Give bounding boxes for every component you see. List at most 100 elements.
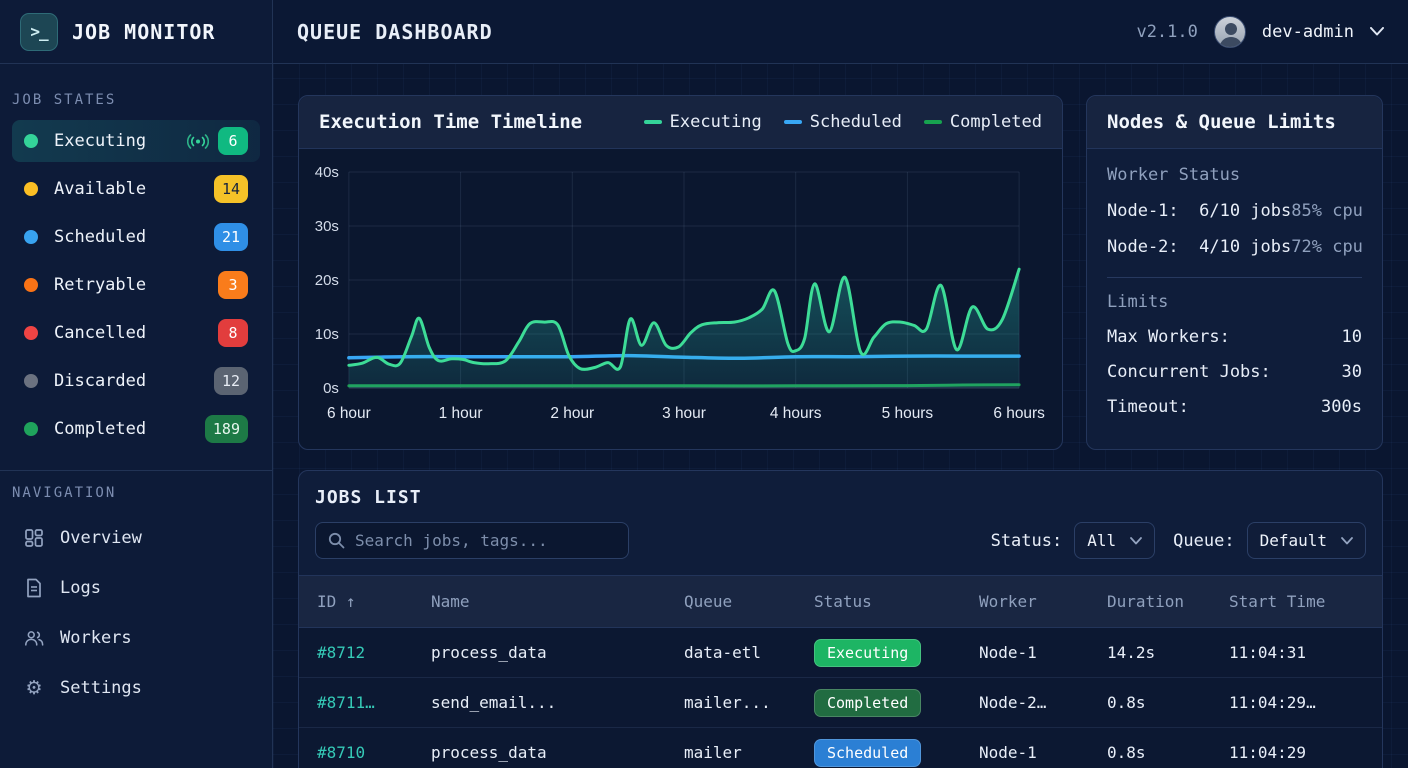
state-count-badge: 21 <box>213 223 248 251</box>
logs-file-icon <box>24 578 44 598</box>
svg-text:4 hours: 4 hours <box>770 405 822 422</box>
sidebar-header: >_ JOB MONITOR <box>0 0 272 64</box>
app-title: JOB MONITOR <box>72 19 216 44</box>
node-2-name: Node-2: <box>1107 237 1179 257</box>
queue-filter-select[interactable]: Default <box>1246 522 1366 559</box>
queue-filter-group: Queue: Default <box>1173 522 1366 559</box>
jobs-card: JOBS LIST Status: All <box>298 470 1383 768</box>
nav-label: Logs <box>60 578 101 598</box>
state-dot <box>24 326 38 340</box>
node-1-jobs: 6/10 jobs <box>1199 201 1292 221</box>
page-title: QUEUE DASHBOARD <box>297 19 493 44</box>
sidebar-item-workers[interactable]: Workers <box>12 613 260 663</box>
sidebar-state-available[interactable]: Available 14 <box>12 168 260 210</box>
job-start-time: 11:04:29… <box>1229 693 1316 712</box>
table-row[interactable]: #8711… send_email... mailer... Completed Nod… <box>299 678 1382 728</box>
limit-max-workers: Max Workers: 10 <box>1107 327 1362 347</box>
limit-value: 300s <box>1321 397 1362 417</box>
job-id-link[interactable]: #8712 <box>317 643 366 662</box>
worker-status-heading: Worker Status <box>1107 165 1241 185</box>
legend-swatch <box>783 120 802 124</box>
job-start-time: 11:04:31 <box>1229 643 1307 662</box>
navigation-heading: NAVIGATION <box>12 485 117 501</box>
navigation-list: Overview Logs Workers ⚙ Settings <box>0 513 272 713</box>
status-filter-select[interactable]: All <box>1074 522 1156 559</box>
state-dot <box>24 422 38 436</box>
live-broadcast-icon <box>187 133 209 149</box>
job-worker: Node-1 <box>979 643 1037 662</box>
job-name: send_email... <box>431 693 557 712</box>
person-silhouette-icon <box>1219 22 1243 47</box>
legend-item-scheduled: Scheduled <box>783 112 902 132</box>
timeline-card-title: Execution Time Timeline <box>319 111 583 133</box>
svg-text:10s: 10s <box>315 326 339 343</box>
chevron-down-icon <box>1341 536 1353 544</box>
job-id-link[interactable]: #8710 <box>317 743 366 762</box>
svg-text:1 hour: 1 hour <box>439 405 483 422</box>
search-box[interactable] <box>315 522 629 559</box>
sidebar-state-scheduled[interactable]: Scheduled 21 <box>12 216 260 258</box>
limit-value: 10 <box>1341 327 1362 347</box>
sidebar-item-overview[interactable]: Overview <box>12 513 260 563</box>
job-states-list: Executing 6 Available 14 Scheduled 21 Retryabl… <box>0 120 272 456</box>
job-queue: data-etl <box>684 643 762 662</box>
nav-label: Overview <box>60 528 142 548</box>
workers-people-icon <box>24 628 44 648</box>
svg-text:0s: 0s <box>323 380 339 397</box>
state-label: Completed <box>54 419 147 439</box>
status-filter-group: Status: All <box>991 522 1156 559</box>
sidebar-state-completed[interactable]: Completed 189 <box>12 408 260 450</box>
sidebar-state-discarded[interactable]: Discarded 12 <box>12 360 260 402</box>
job-duration: 0.8s <box>1107 743 1146 762</box>
job-id-link[interactable]: #8711… <box>317 693 375 712</box>
limits-heading: Limits <box>1107 292 1169 312</box>
legend-item-completed: Completed <box>923 112 1042 132</box>
top-header: QUEUE DASHBOARD v2.1.0 dev-admin <box>273 0 1408 64</box>
state-label: Scheduled <box>54 227 147 247</box>
node-2-cpu: 72% cpu <box>1291 237 1363 257</box>
settings-gear-icon: ⚙ <box>25 676 43 699</box>
node-1-cpu: 85% cpu <box>1291 201 1363 221</box>
svg-text:30s: 30s <box>315 218 339 235</box>
state-label: Discarded <box>54 371 147 391</box>
svg-text:2 hour: 2 hour <box>550 405 594 422</box>
sidebar-state-cancelled[interactable]: Cancelled 8 <box>12 312 260 354</box>
legend-swatch <box>643 120 662 124</box>
job-name: process_data <box>431 643 547 662</box>
sidebar-state-retryable[interactable]: Retryable 3 <box>12 264 260 306</box>
legend-item-executing: Executing <box>643 112 762 132</box>
state-count-badge: 8 <box>218 319 248 347</box>
sidebar-item-settings[interactable]: ⚙ Settings <box>12 663 260 713</box>
column-header-status: Status <box>814 592 872 611</box>
limit-value: 30 <box>1341 362 1362 382</box>
state-dot <box>24 374 38 388</box>
column-header-id--[interactable]: ID ↑ <box>317 592 356 611</box>
limit-label: Timeout: <box>1107 397 1189 417</box>
sidebar-state-executing[interactable]: Executing 6 <box>12 120 260 162</box>
job-states-heading: JOB STATES <box>12 92 117 108</box>
timeline-chart: 0s 10s 20s 30s 40s 6 hour 1 hour 2 hour 3 hour 4 … <box>299 149 1062 449</box>
search-input[interactable] <box>355 531 616 550</box>
state-count-badge: 12 <box>213 367 248 395</box>
table-row[interactable]: #8710 process_data mailer Scheduled Node-1 0.… <box>299 728 1382 768</box>
job-duration: 0.8s <box>1107 693 1146 712</box>
queue-filter-value: Default <box>1259 531 1327 550</box>
content: Execution Time Timeline Executing Schedul… <box>273 64 1408 768</box>
table-row[interactable]: #8712 process_data data-etl Executing Node-1… <box>299 628 1382 678</box>
nav-label: Settings <box>60 678 142 698</box>
avatar[interactable] <box>1213 15 1246 48</box>
chevron-down-icon[interactable] <box>1370 27 1384 36</box>
column-header-duration: Duration <box>1107 592 1185 611</box>
chart-legend: Executing Scheduled Completed <box>643 112 1042 132</box>
nodes-card-title: Nodes & Queue Limits <box>1107 111 1336 133</box>
legend-label: Executing <box>669 112 762 132</box>
node-1-status: Node-1: 6/10 jobs 85% cpu <box>1107 201 1363 221</box>
sidebar-item-logs[interactable]: Logs <box>12 563 260 613</box>
username[interactable]: dev-admin <box>1261 21 1354 42</box>
limit-label: Max Workers: <box>1107 327 1230 347</box>
nav-label: Workers <box>60 628 132 648</box>
sidebar-divider <box>0 470 272 471</box>
status-badge: Executing <box>814 638 922 667</box>
column-header-name: Name <box>431 592 470 611</box>
sidebar: >_ JOB MONITOR JOB STATES Executing 6 Avai… <box>0 0 273 768</box>
